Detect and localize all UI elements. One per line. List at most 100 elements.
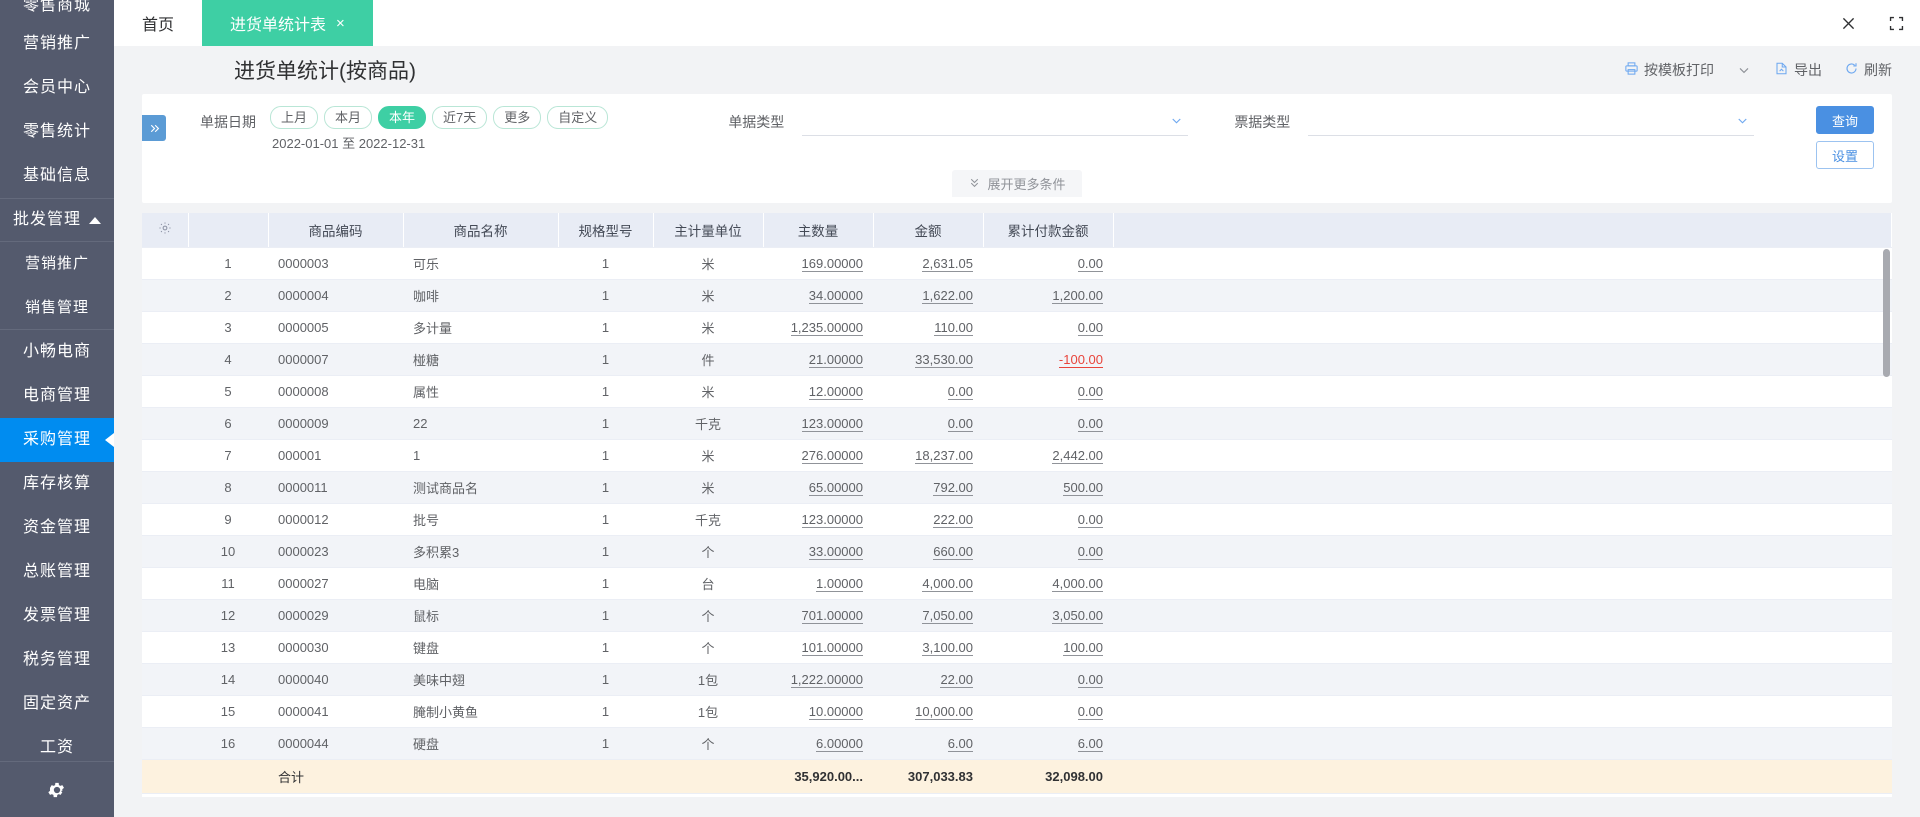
row-paid-link[interactable]: 0.00 [1077, 511, 1103, 528]
table-col-spec[interactable]: 规格型号 [558, 213, 654, 248]
row-amount[interactable]: 110.00 [873, 311, 983, 344]
sidebar-item-0[interactable]: 零售商城 [0, 0, 114, 22]
export-button[interactable]: 导出 [1774, 60, 1822, 80]
row-paid-link[interactable]: 500.00 [1063, 479, 1103, 496]
row-amount-link[interactable]: 0.00 [947, 383, 973, 400]
row-amount[interactable]: 18,237.00 [873, 439, 983, 472]
tab-close-icon[interactable]: × [336, 14, 345, 32]
row-amount-link[interactable]: 6.00 [947, 735, 973, 752]
invoice-type-select[interactable] [1308, 106, 1755, 136]
row-paid-link[interactable]: 1,200.00 [1052, 287, 1103, 304]
print-template-button[interactable]: 按模板打印 [1624, 60, 1714, 80]
sidebar-item-15[interactable]: 税务管理 [0, 638, 114, 682]
row-paid[interactable]: 100.00 [983, 631, 1113, 664]
sidebar-item-13[interactable]: 总账管理 [0, 550, 114, 594]
row-paid-link[interactable]: 0.00 [1077, 543, 1103, 560]
sidebar-item-5[interactable]: 批发管理 [0, 198, 114, 242]
row-qty-link[interactable]: 123.00000 [801, 415, 863, 432]
row-amount[interactable]: 6.00 [873, 727, 983, 760]
table-row[interactable]: 8 0000011 测试商品名 1 米 65.00000 792.00 500.00 [142, 471, 1892, 504]
row-qty[interactable]: 276.00000 [763, 439, 873, 472]
row-paid-link[interactable]: 3,050.00 [1052, 607, 1103, 624]
sidebar-item-2[interactable]: 会员中心 [0, 66, 114, 110]
gear-icon[interactable] [47, 780, 67, 800]
date-chip-1[interactable]: 本月 [324, 106, 373, 129]
row-paid-link[interactable]: 0.00 [1077, 671, 1103, 688]
row-qty-link[interactable]: 123.00000 [801, 511, 863, 528]
refresh-button[interactable]: 刷新 [1844, 60, 1892, 80]
row-qty-link[interactable]: 12.00000 [808, 383, 863, 400]
table-row[interactable]: 7 000001 1 1 米 276.00000 18,237.00 2,442.00 [142, 439, 1892, 472]
row-amount-link[interactable]: 792.00 [933, 479, 973, 496]
table-row[interactable]: 4 0000007 椪糖 1 件 21.00000 33,530.00 -100.00 [142, 343, 1892, 376]
row-qty[interactable]: 1,222.00000 [763, 663, 873, 696]
row-amount-link[interactable]: 110.00 [934, 319, 973, 336]
table-row[interactable]: 15 0000041 腌制小黄鱼 1 1包 10.00000 10,000.00 0.00 [142, 695, 1892, 728]
row-qty[interactable]: 65.00000 [763, 471, 873, 504]
row-amount-link[interactable]: 0.00 [947, 415, 973, 432]
chevron-down-icon[interactable] [1736, 62, 1752, 78]
row-paid-link[interactable]: 6.00 [1077, 735, 1103, 752]
table-row[interactable]: 11 0000027 电脑 1 台 1.00000 4,000.00 4,000.00 [142, 567, 1892, 600]
row-qty[interactable]: 12.00000 [763, 375, 873, 408]
row-amount[interactable]: 1,622.00 [873, 279, 983, 312]
table-col-unit[interactable]: 主计量单位 [653, 213, 764, 248]
row-paid[interactable]: 0.00 [983, 503, 1113, 536]
tab-1[interactable]: 进货单统计表 × [202, 0, 373, 46]
row-amount[interactable]: 2,631.05 [873, 247, 983, 280]
row-amount[interactable]: 7,050.00 [873, 599, 983, 632]
table-col-amount[interactable]: 金额 [873, 213, 984, 248]
table-row[interactable]: 9 0000012 批号 1 千克 123.00000 222.00 0.00 [142, 503, 1892, 536]
row-qty-link[interactable]: 34.00000 [808, 287, 863, 304]
row-amount[interactable]: 3,100.00 [873, 631, 983, 664]
row-qty-link[interactable]: 276.00000 [801, 447, 863, 464]
fullscreen-icon[interactable] [1872, 0, 1920, 46]
row-qty[interactable]: 21.00000 [763, 343, 873, 376]
date-chip-2[interactable]: 本年 [378, 106, 427, 129]
row-amount-link[interactable]: 33,530.00 [915, 351, 973, 368]
table-col-name[interactable]: 商品名称 [403, 213, 559, 248]
row-paid[interactable]: 2,442.00 [983, 439, 1113, 472]
table-row[interactable]: 2 0000004 咖啡 1 米 34.00000 1,622.00 1,200.00 [142, 279, 1892, 312]
row-qty-link[interactable]: 169.00000 [801, 255, 863, 272]
sidebar-item-9[interactable]: 电商管理 [0, 374, 114, 418]
row-amount[interactable]: 792.00 [873, 471, 983, 504]
row-qty-link[interactable]: 1,222.00000 [790, 671, 863, 688]
row-paid[interactable]: 0.00 [983, 247, 1113, 280]
row-paid-link[interactable]: 100.00 [1063, 639, 1103, 656]
row-paid[interactable]: 3,050.00 [983, 599, 1113, 632]
row-paid[interactable]: 0.00 [983, 375, 1113, 408]
row-qty[interactable]: 34.00000 [763, 279, 873, 312]
row-paid-link[interactable]: 0.00 [1077, 255, 1103, 272]
row-amount[interactable]: 660.00 [873, 535, 983, 568]
table-vertical-scrollbar[interactable] [1883, 249, 1890, 377]
table-row[interactable]: 12 0000029 鼠标 1 个 701.00000 7,050.00 3,050.00 [142, 599, 1892, 632]
row-qty-link[interactable]: 33.00000 [808, 543, 863, 560]
row-qty-link[interactable]: 701.00000 [801, 607, 863, 624]
row-paid[interactable]: 500.00 [983, 471, 1113, 504]
date-range-text[interactable]: 2022-01-01 至 2022-12-31 [272, 136, 426, 151]
row-qty[interactable]: 1,235.00000 [763, 311, 873, 344]
sidebar-item-3[interactable]: 零售统计 [0, 110, 114, 154]
row-paid-link[interactable]: 2,442.00 [1052, 447, 1103, 464]
sidebar-item-16[interactable]: 固定资产 [0, 682, 114, 726]
row-qty-link[interactable]: 1,235.00000 [790, 319, 863, 336]
row-qty-link[interactable]: 1.00000 [816, 575, 863, 592]
sidebar-item-11[interactable]: 库存核算 [0, 462, 114, 506]
row-amount-link[interactable]: 22.00 [940, 671, 973, 688]
row-paid[interactable]: 0.00 [983, 311, 1113, 344]
row-amount-link[interactable]: 660.00 [933, 543, 973, 560]
sidebar-expand-toggle[interactable] [142, 115, 166, 141]
table-col-code[interactable]: 商品编码 [268, 213, 404, 248]
row-amount-link[interactable]: 10,000.00 [915, 703, 973, 720]
table-col-paid[interactable]: 累计付款金额 [983, 213, 1114, 248]
row-amount-link[interactable]: 7,050.00 [922, 607, 973, 624]
row-qty[interactable]: 10.00000 [763, 695, 873, 728]
row-amount-link[interactable]: 3,100.00 [922, 639, 973, 656]
row-qty-link[interactable]: 101.00000 [801, 639, 863, 656]
gear-icon[interactable] [158, 222, 172, 238]
sidebar-item-7[interactable]: 销售管理 [0, 286, 114, 330]
close-icon[interactable] [1824, 0, 1872, 46]
row-paid[interactable]: -100.00 [983, 343, 1113, 376]
sidebar-item-8[interactable]: 小畅电商 [0, 330, 114, 374]
